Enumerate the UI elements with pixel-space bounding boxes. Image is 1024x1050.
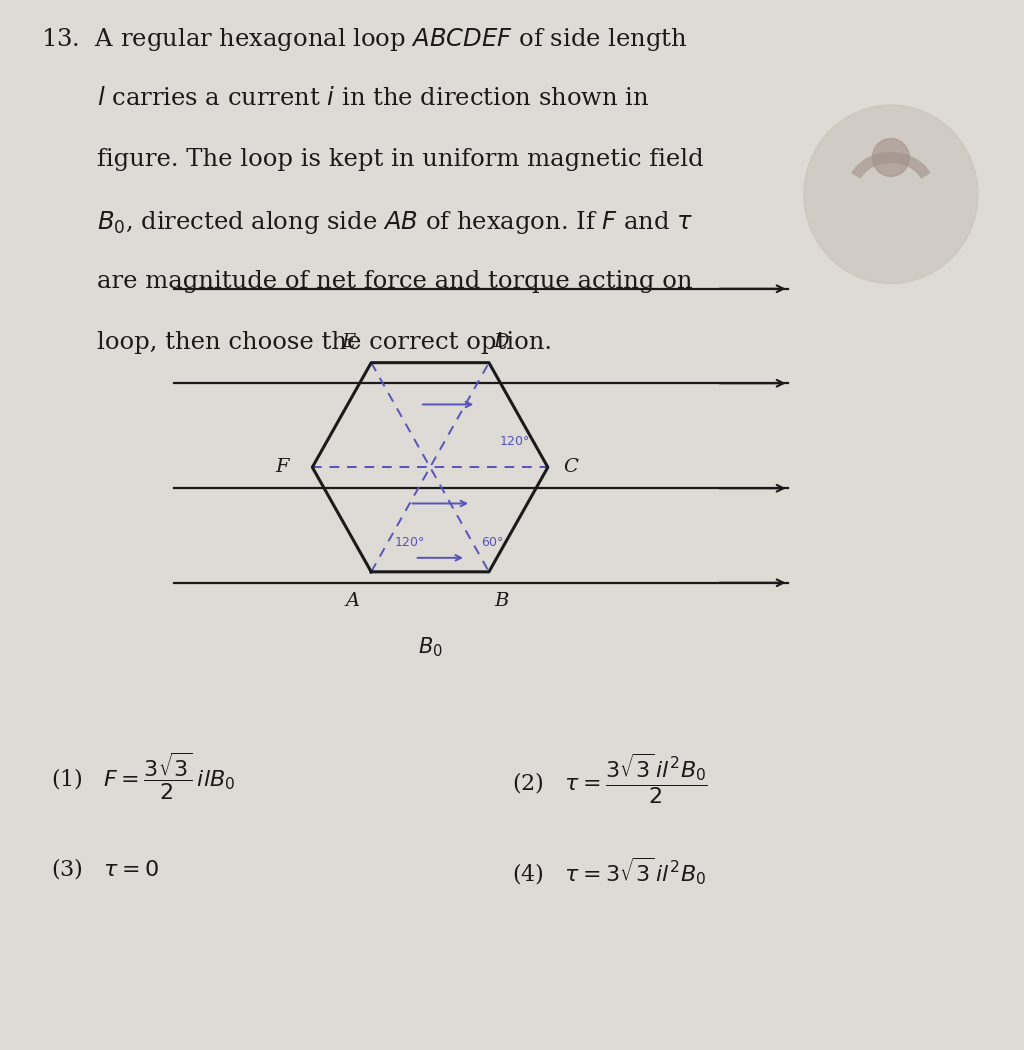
- Text: B: B: [494, 592, 509, 610]
- Circle shape: [804, 105, 978, 284]
- Text: 13.  A regular hexagonal loop $ABCDEF$ of side length: 13. A regular hexagonal loop $ABCDEF$ of…: [41, 26, 687, 54]
- Text: loop, then choose the correct option.: loop, then choose the correct option.: [97, 331, 552, 354]
- Text: $B_0$: $B_0$: [418, 635, 442, 658]
- Text: (4)   $\tau = 3\sqrt{3}\,il^2B_0$: (4) $\tau = 3\sqrt{3}\,il^2B_0$: [512, 856, 707, 887]
- Text: $60°$: $60°$: [481, 536, 504, 549]
- Text: D: D: [494, 333, 509, 351]
- Text: (3)   $\tau = 0$: (3) $\tau = 0$: [51, 856, 160, 881]
- Text: figure. The loop is kept in uniform magnetic field: figure. The loop is kept in uniform magn…: [97, 148, 703, 171]
- Text: C: C: [563, 458, 578, 477]
- Text: $B_0$, directed along side $AB$ of hexagon. If $F$ and $\tau$: $B_0$, directed along side $AB$ of hexag…: [97, 209, 694, 236]
- Text: $l$ carries a current $i$ in the direction shown in: $l$ carries a current $i$ in the directi…: [97, 87, 650, 110]
- Text: $120°$: $120°$: [499, 436, 529, 448]
- Text: are magnitude of net force and torque acting on: are magnitude of net force and torque ac…: [97, 270, 693, 293]
- Text: (1)   $F = \dfrac{3\sqrt{3}}{2}\, ilB_0$: (1) $F = \dfrac{3\sqrt{3}}{2}\, ilB_0$: [51, 751, 236, 802]
- Text: F: F: [274, 458, 289, 477]
- Text: $120°$: $120°$: [393, 536, 425, 549]
- Text: A: A: [346, 592, 359, 610]
- Text: E: E: [342, 333, 355, 351]
- Text: (2)   $\tau = \dfrac{3\sqrt{3}\,il^2B_0}{2}$: (2) $\tau = \dfrac{3\sqrt{3}\,il^2B_0}{2…: [512, 751, 708, 805]
- Circle shape: [872, 139, 909, 176]
